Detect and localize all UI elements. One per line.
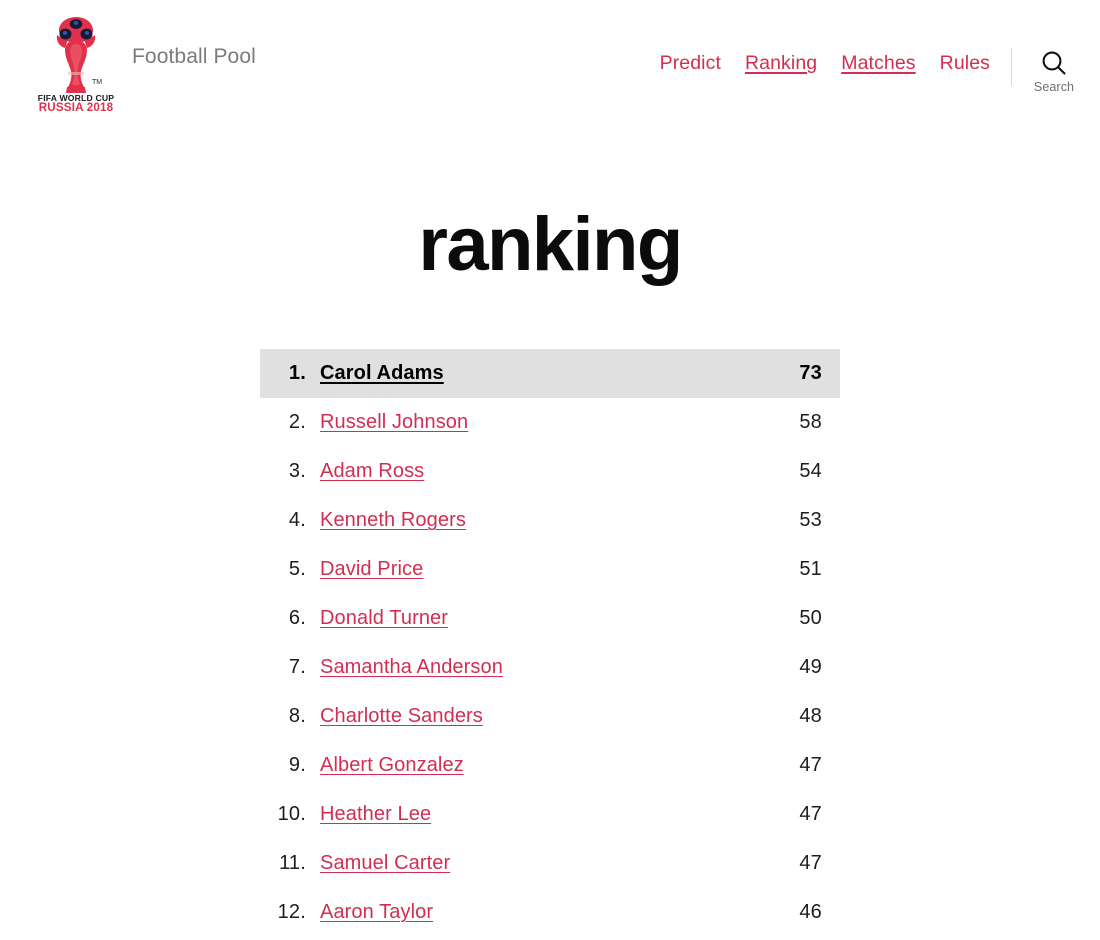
player-name-link[interactable]: Heather Lee	[320, 803, 432, 825]
fifa-world-cup-trophy-icon: TM FIFA WORLD CUP RUSSIA 2018	[38, 14, 114, 112]
rank-position: 2.	[288, 411, 306, 433]
ranking-row-3[interactable]: 3. Adam Ross 54	[260, 447, 840, 496]
site-header: TM FIFA WORLD CUP RUSSIA 2018 Football P…	[0, 0, 1100, 130]
main-content: ranking 1. Carol Adams 73 2. Russell Joh…	[0, 130, 1100, 937]
ranking-row-5[interactable]: 5. David Price 51	[260, 545, 840, 594]
main-navigation: Predict Ranking Matches Rules	[660, 52, 990, 75]
logo-line1: FIFA WORLD CUP	[38, 93, 114, 103]
player-name-link[interactable]: David Price	[320, 558, 424, 580]
trademark-mark: TM	[92, 79, 102, 86]
rank-position: 12.	[277, 901, 306, 923]
player-score: 49	[799, 656, 822, 678]
player-score: 54	[799, 460, 822, 482]
search-label: Search	[1033, 80, 1075, 94]
rank-position: 8.	[288, 705, 306, 727]
rank-position: 6.	[288, 607, 306, 629]
player-score: 47	[799, 803, 822, 825]
ranking-row-6[interactable]: 6. Donald Turner 50	[260, 594, 840, 643]
player-name-link[interactable]: Albert Gonzalez	[320, 754, 464, 776]
player-name-link[interactable]: Kenneth Rogers	[320, 509, 466, 531]
player-score: 47	[799, 754, 822, 776]
nav-item-matches[interactable]: Matches	[841, 52, 916, 74]
rank-position: 9.	[288, 754, 306, 776]
rank-position: 7.	[288, 656, 306, 678]
player-score: 58	[799, 411, 822, 433]
header-divider	[1011, 48, 1012, 86]
player-name-link[interactable]: Adam Ross	[320, 460, 425, 482]
ranking-row-7[interactable]: 7. Samantha Anderson 49	[260, 643, 840, 692]
rank-position: 10.	[277, 803, 306, 825]
nav-item-ranking[interactable]: Ranking	[744, 52, 818, 74]
rank-position: 3.	[288, 460, 306, 482]
player-name-link[interactable]: Carol Adams	[320, 362, 444, 384]
ranking-row-11[interactable]: 11. Samuel Carter 47	[260, 839, 840, 888]
ranking-row-4[interactable]: 4. Kenneth Rogers 53	[260, 496, 840, 545]
brand-title: Football Pool	[132, 45, 256, 68]
player-score: 48	[799, 705, 822, 727]
ranking-row-10[interactable]: 10. Heather Lee 47	[260, 790, 840, 839]
player-name-link[interactable]: Charlotte Sanders	[320, 705, 483, 727]
player-score: 73	[799, 362, 822, 384]
search-icon	[1039, 48, 1069, 78]
ranking-list: 1. Carol Adams 73 2. Russell Johnson 58 …	[260, 283, 840, 937]
player-score: 50	[799, 607, 822, 629]
player-name-link[interactable]: Aaron Taylor	[320, 901, 434, 923]
player-score: 47	[799, 852, 822, 874]
rank-position: 4.	[288, 509, 306, 531]
logo-line2: RUSSIA 2018	[39, 101, 114, 112]
ranking-row-2[interactable]: 2. Russell Johnson 58	[260, 398, 840, 447]
rank-position: 1.	[288, 362, 306, 384]
ranking-row-9[interactable]: 9. Albert Gonzalez 47	[260, 741, 840, 790]
player-score: 53	[799, 509, 822, 531]
rank-position: 11.	[279, 852, 306, 874]
nav-item-predict[interactable]: Predict	[659, 52, 721, 74]
search-button[interactable]: Search	[1028, 48, 1080, 94]
ranking-row-12[interactable]: 12. Aaron Taylor 46	[260, 888, 840, 937]
ranking-row-1[interactable]: 1. Carol Adams 73	[260, 349, 840, 398]
player-name-link[interactable]: Donald Turner	[320, 607, 449, 629]
page-title: ranking	[418, 202, 683, 287]
player-name-link[interactable]: Russell Johnson	[320, 411, 469, 433]
ranking-row-8[interactable]: 8. Charlotte Sanders 48	[260, 692, 840, 741]
rank-position: 5.	[288, 558, 306, 580]
nav-item-rules[interactable]: Rules	[939, 52, 990, 74]
player-score: 46	[799, 901, 822, 923]
player-name-link[interactable]: Samantha Anderson	[320, 656, 503, 678]
player-name-link[interactable]: Samuel Carter	[320, 852, 451, 874]
brand-home-link[interactable]: TM FIFA WORLD CUP RUSSIA 2018 Football P…	[38, 14, 256, 112]
player-score: 51	[799, 558, 822, 580]
